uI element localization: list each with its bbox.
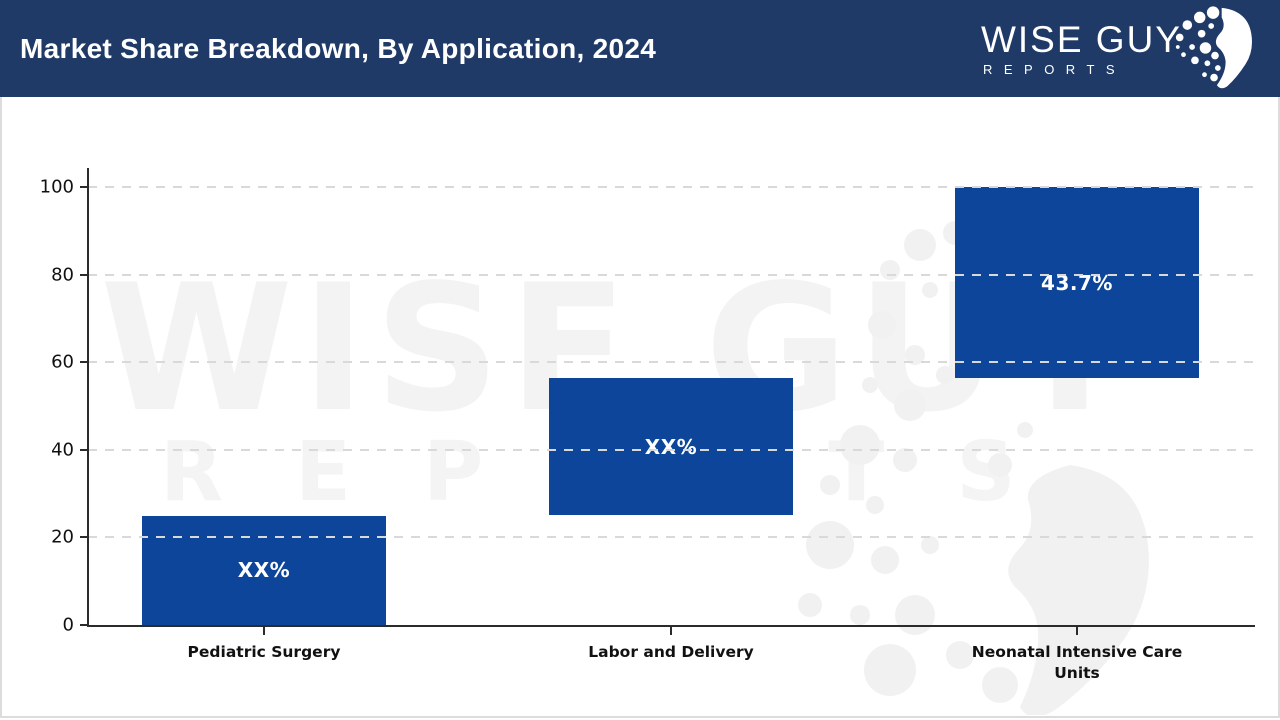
header-bar: Market Share Breakdown, By Application, … <box>0 0 1280 97</box>
x-tick-mark <box>670 627 672 635</box>
bar: XX% <box>549 378 793 516</box>
bar-value-label: XX% <box>644 434 698 459</box>
page-title: Market Share Breakdown, By Application, … <box>20 32 657 64</box>
wiseguy-logo: WISE GUY REPORTS <box>981 5 1280 93</box>
logo-subtitle: REPORTS <box>982 61 1127 77</box>
y-axis-tick-label: 0 <box>62 614 74 636</box>
y-tick-mark <box>80 361 87 364</box>
x-tick-mark <box>1076 627 1078 635</box>
y-axis-tick-label: 80 <box>51 264 74 286</box>
y-tick-mark <box>80 536 87 539</box>
x-category-label: Labor and Delivery <box>588 643 754 661</box>
gridline <box>88 448 1253 451</box>
gridline <box>88 273 1253 276</box>
logo-wordmark: WISE GUY <box>980 18 1182 60</box>
x-category-label: Pediatric Surgery <box>187 643 341 661</box>
x-axis-line <box>87 625 1255 627</box>
logo-text: WISE GUY REPORTS <box>981 21 1182 77</box>
y-axis-tick-label: 40 <box>51 439 74 461</box>
bar: 43.7% <box>955 187 1199 379</box>
gridline <box>88 536 1253 539</box>
y-tick-mark <box>80 448 87 451</box>
wiseguy-face-icon <box>1172 5 1258 93</box>
x-category-label: Neonatal Intensive Care Units <box>971 643 1183 682</box>
gridline <box>88 186 1253 188</box>
y-tick-mark <box>80 273 87 276</box>
y-tick-mark <box>80 624 87 626</box>
bar: XX% <box>142 515 386 625</box>
x-tick-mark <box>263 627 265 635</box>
y-axis-tick-label: 60 <box>51 351 74 373</box>
gridline <box>88 361 1253 364</box>
y-axis-tick-label: 100 <box>39 176 74 198</box>
y-axis-line <box>87 168 89 627</box>
y-tick-mark <box>80 186 87 188</box>
bar-value-label: XX% <box>237 558 291 583</box>
y-axis-tick-label: 20 <box>51 526 74 548</box>
